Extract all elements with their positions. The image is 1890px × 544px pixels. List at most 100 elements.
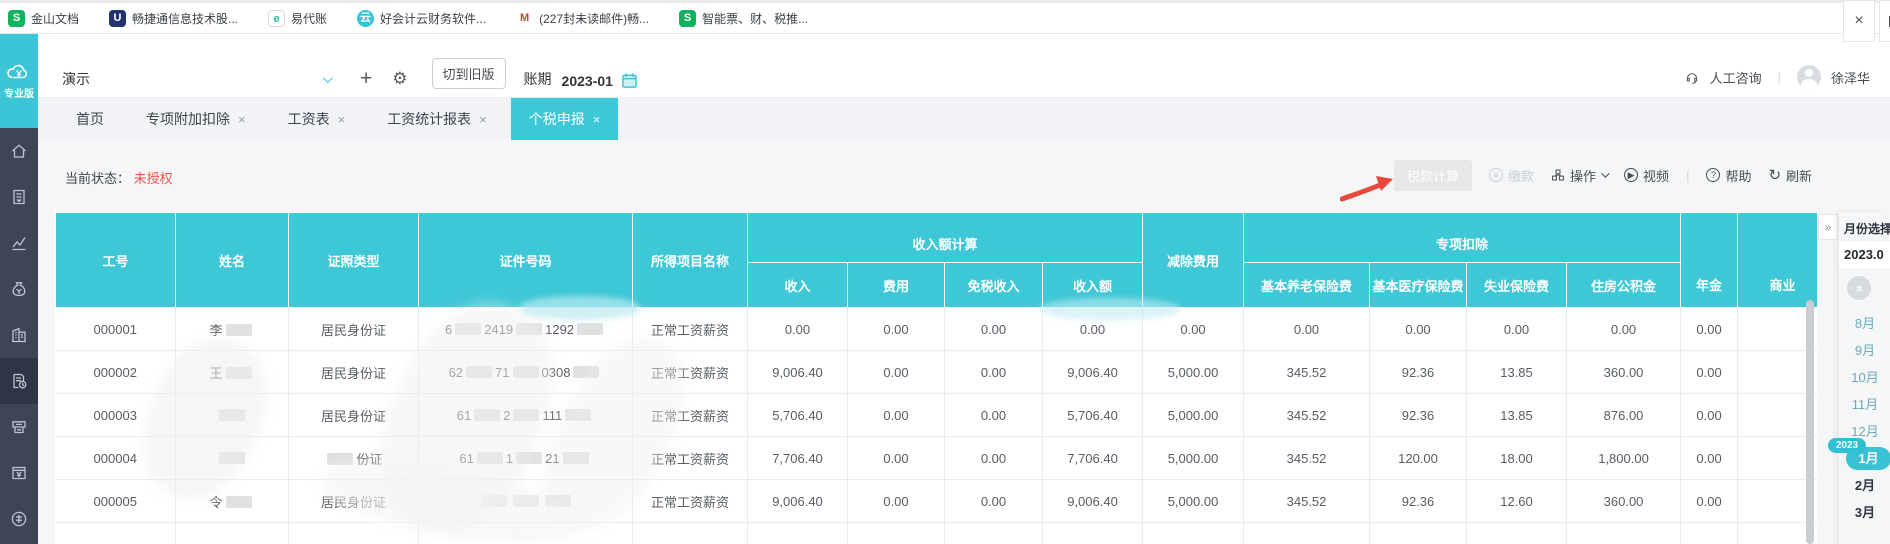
action-icon: [1552, 169, 1564, 181]
question-circle-icon: ?: [1706, 168, 1721, 182]
table-cell: [747, 522, 848, 544]
table-cell: [55, 522, 176, 544]
table-cell: 62 71 0308: [418, 350, 633, 394]
table-cell: 0.00: [944, 479, 1043, 523]
vertical-scrollbar[interactable]: [1806, 300, 1814, 544]
month-item-12月[interactable]: 12月: [1851, 424, 1879, 439]
user-avatar[interactable]: [1796, 65, 1821, 89]
tab-专项附加扣除[interactable]: 专项附加扣除 ×: [128, 98, 264, 140]
table-cell: 居民身份证: [288, 307, 419, 351]
month-item-9月[interactable]: 9月: [1854, 343, 1876, 358]
close-tabs-button[interactable]: ×: [1843, 0, 1875, 42]
sidebar-item-company[interactable]: [0, 312, 38, 358]
help-button[interactable]: ? 帮助: [1706, 166, 1751, 185]
calendar-icon[interactable]: [621, 72, 638, 89]
month-item-2月[interactable]: 2月: [1854, 478, 1876, 493]
redaction-chip: [225, 495, 252, 508]
sidebar-item-payroll[interactable]: [0, 358, 38, 404]
window-icon: [12, 466, 26, 480]
bookmark-item[interactable]: M (227封未读邮件)畅...: [516, 9, 650, 27]
tab-label: 首页: [76, 111, 104, 127]
col-header: 年金: [1680, 212, 1739, 308]
sidebar-item-invoice[interactable]: [0, 174, 38, 220]
table-row[interactable]: 000005 令居民身份证 正常工资薪资 9,006.40 0.00 0.00 9,006.…: [55, 479, 1817, 523]
gear-icon[interactable]: ⚙: [392, 69, 408, 88]
current-period[interactable]: 2023.0: [1839, 242, 1890, 268]
bookmark-favicon: e: [268, 9, 286, 27]
sidebar-item-reports[interactable]: [0, 220, 38, 266]
month-item-11月[interactable]: 11月: [1851, 397, 1879, 412]
table-cell: [1737, 436, 1817, 480]
sidebar-item-banking[interactable]: [0, 404, 38, 450]
table-cell: 9,006.40: [1042, 479, 1144, 523]
month-item-10月[interactable]: 10月: [1851, 370, 1879, 385]
table-row[interactable]: 000002 王居民身份证 62 71 0308 正常工资薪资 9,006.40 0.00 0.…: [55, 350, 1817, 394]
table-cell: 18.00: [1466, 436, 1568, 480]
redaction-chip: [562, 451, 589, 464]
subcol-header: 住房公积金: [1566, 262, 1682, 308]
add-account-button[interactable]: +: [360, 67, 373, 90]
user-name[interactable]: 徐泽华: [1830, 70, 1870, 86]
bookmark-item[interactable]: S 智能票、财、税推...: [679, 9, 808, 27]
yen-circle-icon: ¥: [1489, 168, 1504, 182]
tab-label: 专项附加扣除: [146, 111, 230, 127]
table-cell: [1466, 522, 1568, 544]
period-value[interactable]: 2023-01: [561, 73, 613, 89]
tax-calc-button[interactable]: 税款计算: [1394, 159, 1473, 191]
support-link[interactable]: 人工咨询: [1709, 70, 1762, 86]
app-logo[interactable]: 专业版: [0, 34, 38, 128]
year-badge: 2023: [1828, 438, 1866, 453]
table-cell: 92.36: [1369, 479, 1468, 523]
table-cell: 居民身份证: [288, 350, 419, 394]
bookmark-item[interactable]: S 金山文档: [8, 9, 79, 27]
month-item-3月[interactable]: 3月: [1854, 505, 1876, 520]
sidebar-item-funds[interactable]: [0, 266, 38, 312]
company-selector[interactable]: 演示: [62, 69, 333, 89]
sidebar-item-home[interactable]: [0, 128, 38, 174]
table-cell: [1737, 350, 1817, 394]
table-cell: 0.00: [944, 393, 1043, 437]
bookmark-item[interactable]: U 畅捷通信息技术股...: [109, 9, 238, 27]
subcol-header: 基本医疗保险费: [1369, 262, 1468, 308]
video-button[interactable]: ▶ 视频: [1624, 166, 1669, 185]
chart-icon: [12, 237, 26, 251]
action-dropdown[interactable]: 操作: [1551, 166, 1610, 185]
subcol-header: 基本养老保险费: [1243, 262, 1371, 308]
table-cell: 0.00: [1680, 307, 1739, 351]
sidebar-item-checkout[interactable]: [0, 450, 38, 496]
subcol-header: 失业保险费: [1466, 262, 1568, 308]
tab-工资统计报表[interactable]: 工资统计报表 ×: [369, 98, 505, 140]
tab-首页[interactable]: 首页: [58, 98, 122, 140]
pay-button[interactable]: ¥ 缴款: [1489, 166, 1534, 185]
table-row[interactable]: 000001 李居民身份证 6 2419 1292 正常工资薪资 0.00 0.00 0.00 0…: [55, 307, 1817, 351]
tab-工资表[interactable]: 工资表 ×: [270, 98, 364, 140]
table-cell: [1566, 522, 1682, 544]
cloud-logo-icon: [7, 64, 28, 79]
table-row[interactable]: 000003 居民身份证 61 2 111 正常工资薪资 5,706.40 0.00 0.00 5…: [55, 393, 1817, 437]
sidebar-item-tax[interactable]: [0, 496, 38, 542]
redaction-chip: [225, 323, 252, 336]
fullscreen-button[interactable]: [1879, 0, 1890, 42]
tab-close-icon[interactable]: ×: [238, 111, 246, 127]
tab-close-icon[interactable]: ×: [592, 111, 601, 127]
table-row[interactable]: 000004 份证 61 1 21 正常工资薪资 7,706.40 0.00 0.00 7,706…: [55, 436, 1817, 480]
group-header-special: 专项扣除: [1243, 212, 1682, 263]
bookmark-item[interactable]: e 易代账: [268, 9, 327, 27]
invoice-icon: [13, 189, 25, 205]
bookmark-label: (227封未读邮件)畅...: [539, 11, 650, 26]
table-cell: 9,006.40: [747, 350, 848, 394]
redaction-chip: [544, 494, 571, 507]
tab-close-icon[interactable]: ×: [479, 111, 487, 127]
switch-old-version-button[interactable]: 切到旧版: [431, 58, 506, 89]
scroll-up-button[interactable]: »: [1847, 276, 1871, 300]
refresh-button[interactable]: ↻ 刷新: [1768, 167, 1813, 184]
table-cell: 345.52: [1243, 479, 1371, 523]
month-item-8月[interactable]: 8月: [1854, 316, 1876, 331]
tab-close-icon[interactable]: ×: [337, 111, 346, 127]
table-cell: [175, 436, 289, 480]
month-panel-collapse-button[interactable]: »: [1818, 214, 1838, 240]
tab-label: 工资统计报表: [387, 111, 472, 127]
table-cell: 居民身份证: [288, 393, 419, 437]
tab-个税申报[interactable]: 个税申报 ×: [510, 98, 619, 140]
bookmark-item[interactable]: 云好会计云财务软件...: [357, 9, 486, 27]
